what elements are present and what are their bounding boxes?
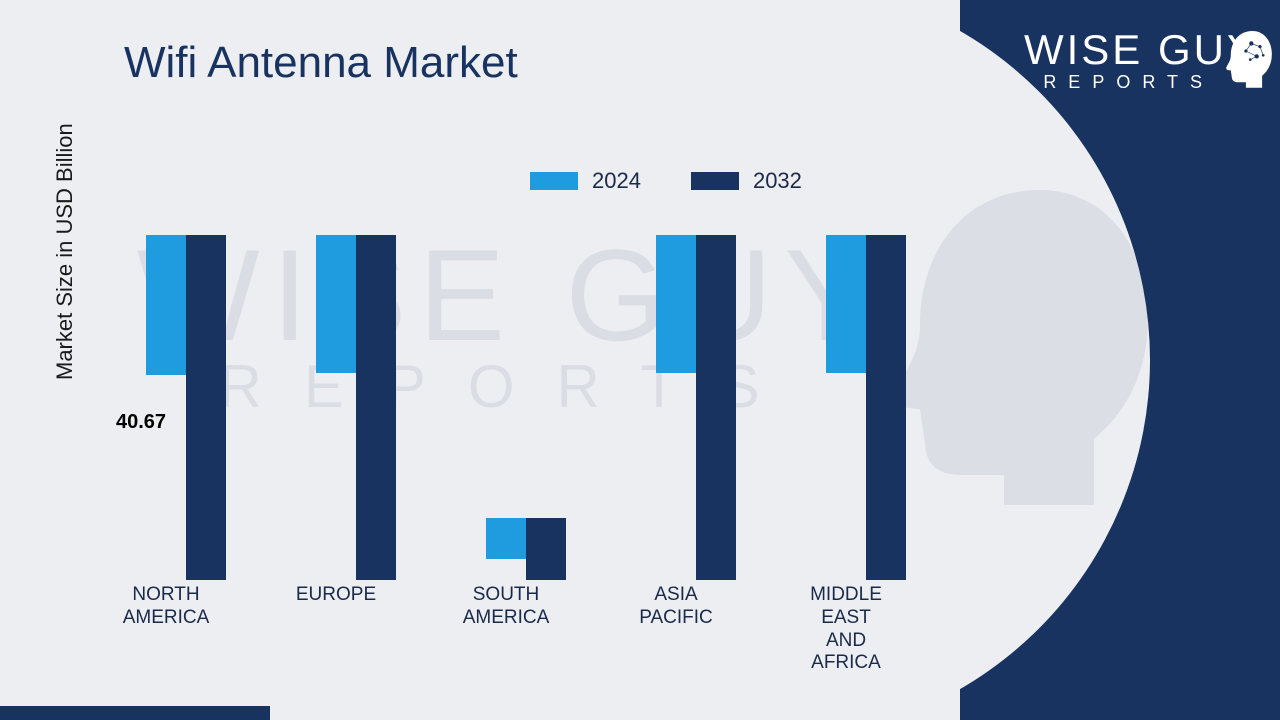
legend-label-a: 2024 <box>592 168 641 194</box>
bar-series-b <box>356 235 396 580</box>
bar-series-a <box>486 518 526 559</box>
x-axis-category-label: EUROPE <box>271 584 401 607</box>
bar-series-a <box>146 235 186 375</box>
bar-series-b <box>866 235 906 580</box>
brand-logo-sub: REPORTS <box>988 72 1258 93</box>
chart-legend: 2024 2032 <box>530 168 802 194</box>
bar-series-b <box>186 235 226 580</box>
bar-series-b <box>696 235 736 580</box>
legend-label-b: 2032 <box>753 168 802 194</box>
footer-accent-bar <box>0 706 270 720</box>
legend-item-2024: 2024 <box>530 168 641 194</box>
bar-chart: 40.67 <box>96 200 966 580</box>
x-axis-category-label: ASIAPACIFIC <box>611 584 741 630</box>
y-axis-label: Market Size in USD Billion <box>52 123 78 380</box>
bar-group <box>296 235 416 580</box>
bar-series-a <box>656 235 696 373</box>
bar-series-a <box>826 235 866 373</box>
legend-swatch-a <box>530 172 578 190</box>
legend-swatch-b <box>691 172 739 190</box>
x-axis-category-label: MIDDLEEASTANDAFRICA <box>781 584 911 675</box>
brand-head-icon <box>1220 28 1274 88</box>
bar-group <box>806 235 926 580</box>
bar-value-label: 40.67 <box>116 411 166 434</box>
chart-title: Wifi Antenna Market <box>124 38 518 88</box>
chart-canvas: WISE GUY REPORTS WISE GUY REPORTS Wifi A… <box>0 0 1280 720</box>
bar-series-a <box>316 235 356 373</box>
bar-group <box>466 518 586 580</box>
x-axis-category-label: SOUTHAMERICA <box>441 584 571 630</box>
legend-item-2032: 2032 <box>691 168 802 194</box>
brand-logo: WISE GUY REPORTS <box>988 26 1258 93</box>
x-axis-labels: NORTHAMERICA EUROPE SOUTHAMERICA ASIAPACIFI… <box>96 584 966 694</box>
brand-logo-main: WISE GUY <box>988 26 1258 74</box>
bar-group <box>636 235 756 580</box>
x-axis-category-label: NORTHAMERICA <box>101 584 231 630</box>
plot-area: 40.67 <box>96 200 966 580</box>
bar-group <box>126 235 246 580</box>
bar-series-b <box>526 518 566 580</box>
